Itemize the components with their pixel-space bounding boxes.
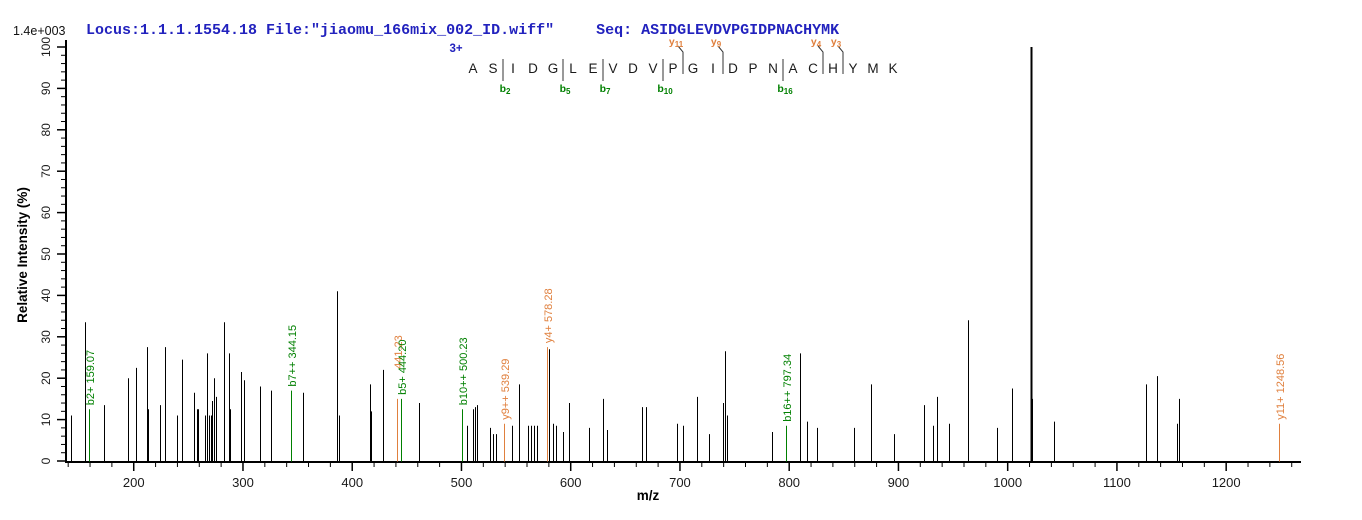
residue-12-G: G: [688, 61, 699, 76]
residue-16-N: N: [768, 61, 778, 76]
x-tick-label: 1200: [1212, 475, 1241, 490]
peak-label: y11+ 1248.56: [1275, 354, 1287, 420]
residue-18-C: C: [808, 61, 818, 76]
x-tick-label: 200: [123, 475, 145, 490]
y-tick-label: 50: [39, 247, 53, 261]
y-tick-label: 100: [39, 37, 53, 57]
peak-label: 441.23: [393, 335, 405, 369]
residue-2-S: S: [488, 61, 497, 76]
residue-8-V: V: [608, 61, 617, 76]
residue-22-K: K: [888, 61, 897, 76]
peak-label: b16++ 797.34: [782, 354, 794, 422]
b-ion-label-b7: b7: [600, 83, 611, 96]
y-ion-label-y9: y9: [711, 36, 722, 49]
peak-label: b10++ 500.23: [458, 337, 470, 405]
residue-7-E: E: [588, 61, 597, 76]
x-tick-label: 1100: [1103, 475, 1131, 490]
y-ion-divider-y9: [717, 45, 724, 74]
b-ion-label-b2: b2: [500, 83, 511, 96]
y-ion-label-y3: y3: [831, 36, 842, 49]
residue-14-D: D: [728, 61, 738, 76]
y-ion-label-y11: y11: [669, 36, 684, 49]
locus-file-text: Locus:1.1.1.1554.18 File:"jiaomu_166mix_…: [86, 22, 555, 39]
residue-10-V: V: [648, 61, 657, 76]
residue-4-D: D: [528, 61, 538, 76]
y-tick-label: 0: [39, 457, 53, 464]
x-tick-label: 500: [451, 475, 473, 490]
peak-label: b2+ 159.07: [85, 350, 97, 405]
residue-6-L: L: [569, 61, 577, 76]
y-ion-divider-y3: [837, 45, 844, 74]
x-tick-label: 900: [888, 475, 910, 490]
x-tick-label: 800: [778, 475, 800, 490]
peak-label: b7++ 344.15: [287, 325, 299, 387]
x-axis-title: m/z: [637, 488, 660, 503]
y-tick-label: 40: [39, 288, 53, 302]
peak-label: y4+ 578.28: [543, 288, 555, 343]
y-ion-divider-y4: [817, 45, 824, 74]
b-ion-label-b5: b5: [560, 83, 571, 96]
residue-1-A: A: [468, 61, 477, 76]
residue-5-G: G: [548, 61, 559, 76]
y-tick-label: 30: [39, 330, 53, 344]
b-ion-label-b10: b10: [657, 83, 673, 96]
x-tick-label: 700: [669, 475, 691, 490]
x-tick-label: 400: [341, 475, 363, 490]
x-tick-label: 600: [560, 475, 582, 490]
residue-20-Y: Y: [848, 61, 857, 76]
y-ion-divider-y11: [677, 45, 684, 74]
y-tick-label: 90: [39, 81, 53, 95]
peak-label: y9++ 539.29: [500, 359, 512, 420]
residue-15-P: P: [748, 61, 757, 76]
residue-17-A: A: [788, 61, 797, 76]
residue-9-D: D: [628, 61, 638, 76]
sequence-text: Seq: ASIDGLEVDVPGIDPNACHYMK: [596, 22, 840, 39]
residue-3-I: I: [511, 61, 515, 76]
y-ion-label-y4: y4: [811, 36, 822, 49]
y-axis-title: Relative Intensity (%): [15, 187, 30, 323]
b-ion-label-b16: b16: [777, 83, 793, 96]
x-tick-label: 300: [232, 475, 254, 490]
max-intensity-label: 1.4e+003: [13, 24, 66, 38]
y-tick-label: 60: [39, 206, 53, 220]
peak-label: b5+ 444.20: [397, 340, 409, 395]
header-bar: Locus:1.1.1.1554.18 File:"jiaomu_166mix_…: [68, 7, 839, 39]
residue-19-H: H: [828, 61, 838, 76]
precursor-charge-label: 3+: [449, 43, 462, 55]
y-tick-label: 70: [39, 164, 53, 178]
x-tick-label: 1000: [993, 475, 1022, 490]
residue-21-M: M: [867, 61, 878, 76]
residue-13-I: I: [711, 61, 715, 76]
y-tick-label: 20: [39, 371, 53, 385]
residue-11-P: P: [668, 61, 677, 76]
y-tick-label: 80: [39, 123, 53, 137]
y-tick-label: 10: [39, 413, 53, 427]
